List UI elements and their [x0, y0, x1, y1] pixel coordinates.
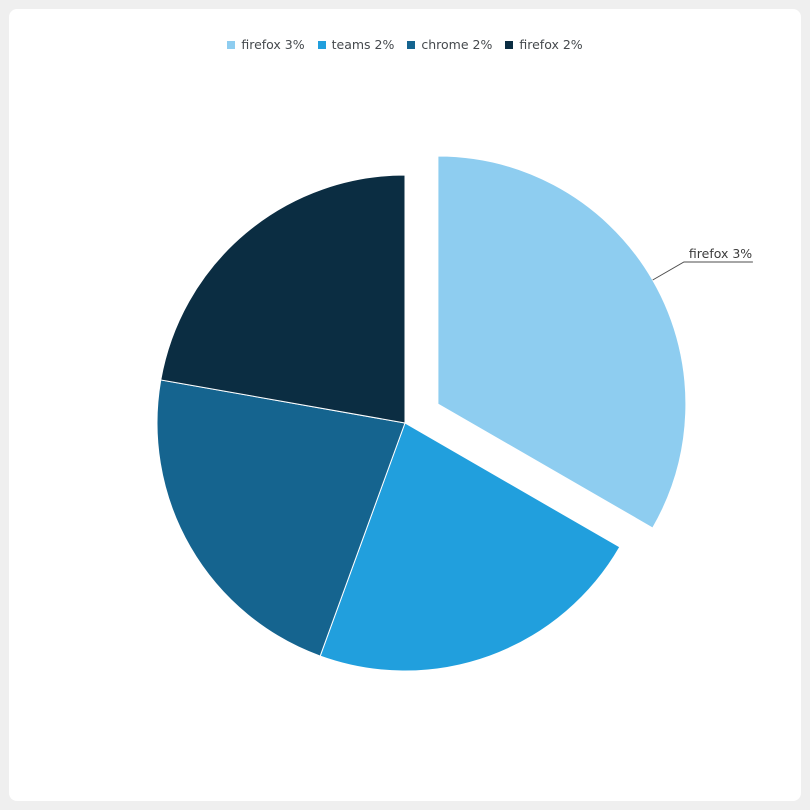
legend-label: teams 2%: [331, 37, 395, 52]
legend-label: firefox 3%: [241, 37, 305, 52]
pie-slice-chrome-2[interactable]: [156, 379, 406, 657]
legend-swatch-icon: [317, 41, 326, 50]
pie-slice-firefox-2[interactable]: [160, 174, 406, 424]
legend: firefox 3% teams 2% chrome 2% firefox 2%: [0, 37, 810, 52]
legend-item-firefox[interactable]: firefox 2%: [505, 37, 583, 52]
callout-label: firefox 3%: [689, 246, 752, 261]
legend-label: firefox 2%: [519, 37, 583, 52]
legend-item-teams[interactable]: teams 2%: [317, 37, 395, 52]
legend-item-firefox[interactable]: firefox 3%: [227, 37, 305, 52]
legend-swatch-icon: [407, 41, 416, 50]
callout-line: [652, 261, 753, 281]
pie-slice-teams-2[interactable]: [319, 422, 621, 672]
legend-item-chrome[interactable]: chrome 2%: [407, 37, 493, 52]
legend-label: chrome 2%: [421, 37, 493, 52]
pie-slice-firefox-3[interactable]: [437, 155, 687, 529]
legend-swatch-icon: [227, 41, 236, 50]
legend-swatch-icon: [505, 41, 514, 50]
